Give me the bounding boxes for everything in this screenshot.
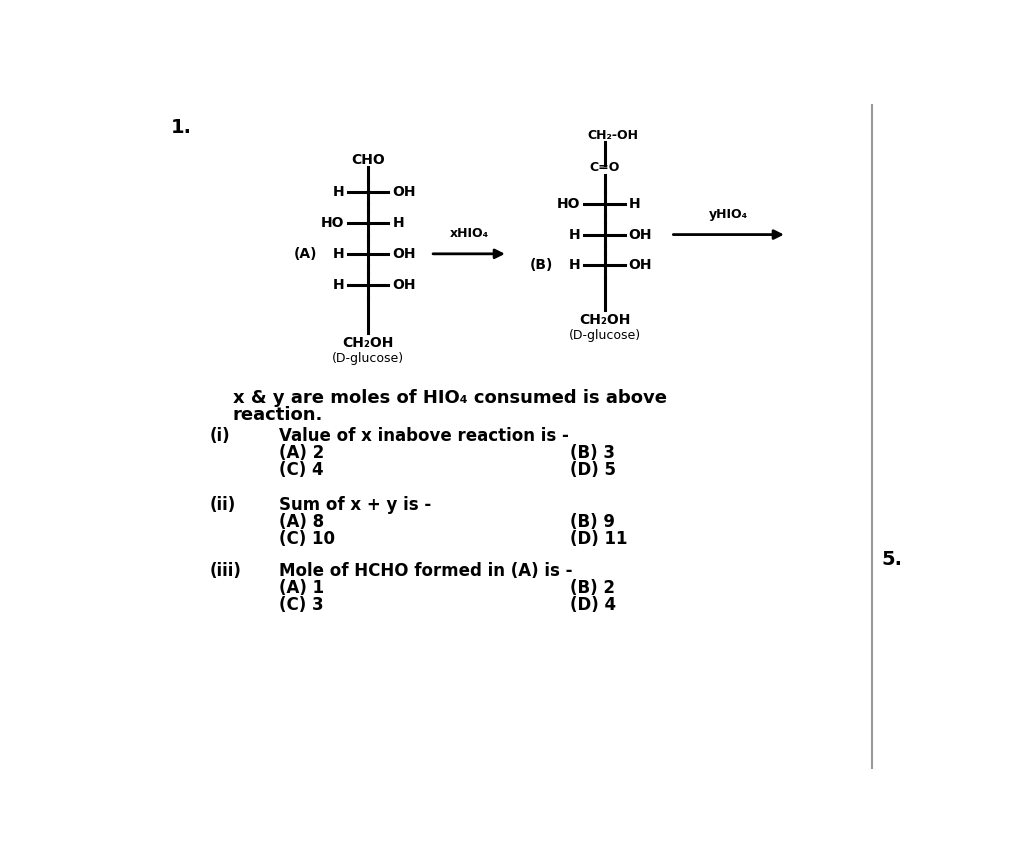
Text: (B) 3: (B) 3	[569, 444, 614, 462]
Text: H: H	[333, 185, 344, 200]
Text: (B) 2: (B) 2	[569, 579, 614, 597]
Text: (D-glucose): (D-glucose)	[332, 352, 404, 365]
Text: reaction.: reaction.	[232, 405, 323, 423]
Text: (C) 4: (C) 4	[280, 461, 324, 479]
Text: CH₂OH: CH₂OH	[343, 336, 394, 350]
Text: (D) 4: (D) 4	[569, 595, 615, 613]
Text: (B) 9: (B) 9	[569, 513, 614, 531]
Text: HO: HO	[321, 216, 344, 230]
Text: OH: OH	[629, 258, 652, 272]
Text: H: H	[392, 216, 403, 230]
Text: Mole of HCHO formed in (A) is -: Mole of HCHO formed in (A) is -	[280, 562, 572, 580]
Text: yHIO₄: yHIO₄	[709, 207, 749, 220]
Text: 5.: 5.	[882, 550, 902, 569]
Text: (B): (B)	[530, 258, 554, 272]
Text: (i): (i)	[209, 427, 230, 445]
Text: OH: OH	[392, 185, 416, 200]
Text: xHIO₄: xHIO₄	[450, 227, 488, 240]
Text: (ii): (ii)	[209, 497, 236, 514]
Text: H: H	[629, 197, 640, 211]
Text: C=O: C=O	[590, 162, 620, 175]
Text: Sum of x + y is -: Sum of x + y is -	[280, 497, 431, 514]
Text: CH₂OH: CH₂OH	[579, 313, 631, 327]
Text: (C) 10: (C) 10	[280, 530, 335, 549]
Text: (D) 11: (D) 11	[569, 530, 628, 549]
Text: (D) 5: (D) 5	[569, 461, 615, 479]
Text: 1.: 1.	[171, 118, 191, 137]
Text: (D-glucose): (D-glucose)	[568, 328, 641, 341]
Text: (A): (A)	[294, 247, 317, 261]
Text: OH: OH	[629, 227, 652, 242]
Text: (A) 2: (A) 2	[280, 444, 325, 462]
Text: CH₂-OH: CH₂-OH	[587, 130, 638, 143]
Text: (iii): (iii)	[209, 562, 242, 580]
Text: H: H	[333, 277, 344, 292]
Text: HO: HO	[557, 197, 581, 211]
Text: CHO: CHO	[351, 153, 385, 167]
Text: (A) 1: (A) 1	[280, 579, 325, 597]
Text: (A) 8: (A) 8	[280, 513, 325, 531]
Text: OH: OH	[392, 247, 416, 261]
Text: H: H	[333, 247, 344, 261]
Text: x & y are moles of HIO₄ consumed is above: x & y are moles of HIO₄ consumed is abov…	[232, 389, 667, 407]
Text: OH: OH	[392, 277, 416, 292]
Text: H: H	[569, 227, 581, 242]
Text: Value of x inabove reaction is -: Value of x inabove reaction is -	[280, 427, 569, 445]
Text: H: H	[569, 258, 581, 272]
Text: (C) 3: (C) 3	[280, 595, 324, 613]
